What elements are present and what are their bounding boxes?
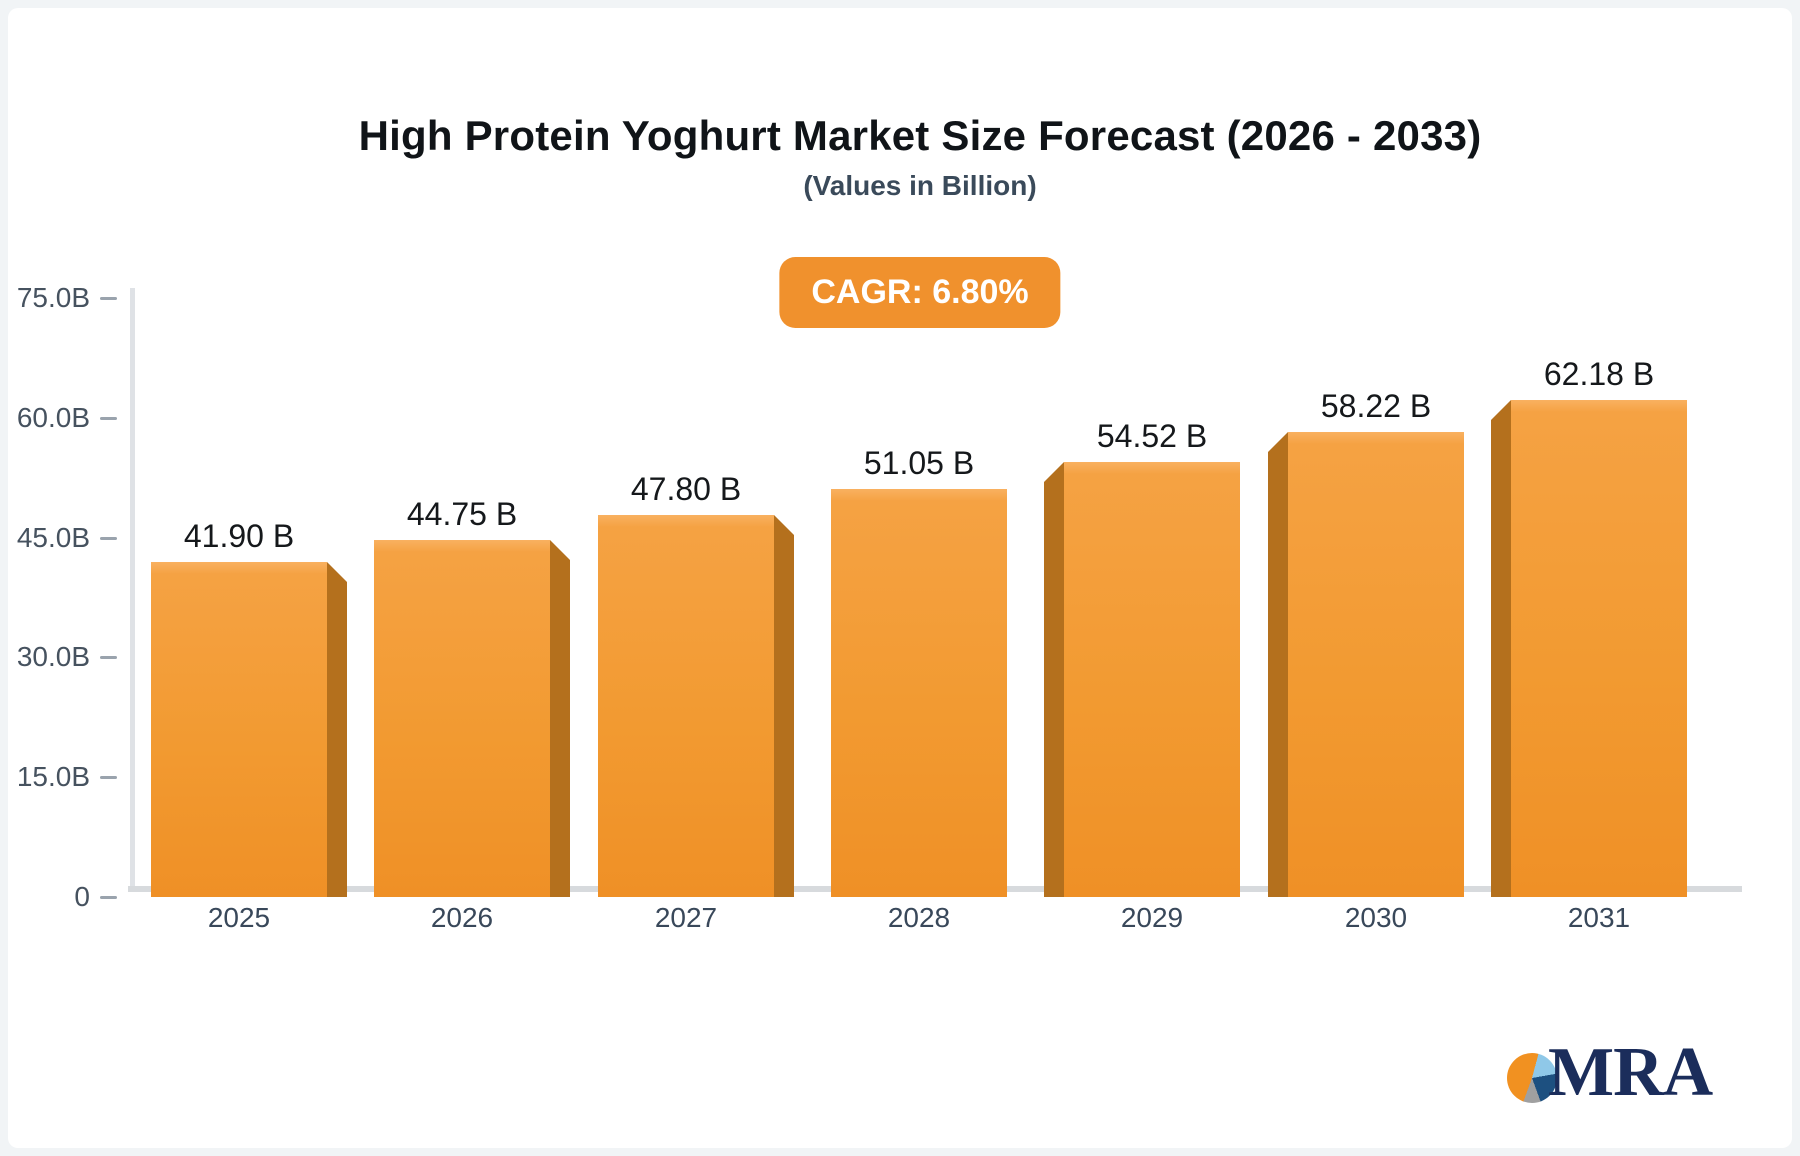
bar-value-label-2028: 51.05 B xyxy=(863,445,975,481)
y-tick-mark xyxy=(100,656,117,660)
x-tick-label-2028: 2028 xyxy=(887,902,951,933)
bar-value-label-2026: 44.75 B xyxy=(406,496,518,532)
y-tick-label: 75.0B xyxy=(16,281,90,313)
y-tick-label: 0 xyxy=(74,881,90,912)
bar-2031 xyxy=(1511,400,1687,897)
chart-card: High Protein Yoghurt Market Size Forecas… xyxy=(8,8,1792,1148)
y-tick-mark xyxy=(100,296,117,300)
y-tick-mark xyxy=(100,416,117,420)
pie-chart-logo-icon xyxy=(1507,1053,1557,1103)
bar-2026 xyxy=(374,540,550,897)
bar-side-2029 xyxy=(1044,462,1064,897)
bar-side-2027 xyxy=(774,515,794,897)
y-tick-label: 15.0B xyxy=(16,761,90,793)
bar-2025 xyxy=(151,562,327,897)
bar-side-2026 xyxy=(550,540,570,897)
y-tick-label: 30.0B xyxy=(16,641,90,673)
x-tick-label-2029: 2029 xyxy=(1120,902,1184,933)
bar-side-2025 xyxy=(327,562,347,897)
bar-side-2030 xyxy=(1268,432,1288,897)
y-tick-label: 60.0B xyxy=(16,401,90,433)
bar-value-label-2031: 62.18 B xyxy=(1543,356,1655,392)
bar-value-label-2025: 41.90 B xyxy=(183,518,295,554)
bar-2029 xyxy=(1064,462,1240,897)
bar-side-2031 xyxy=(1491,400,1511,897)
plot-area: 0 15.0B 30.0B 45.0B 60.0B 75.0B 41.90 B 44.75 … xyxy=(8,8,1792,1148)
bar-value-label-2030: 58.22 B xyxy=(1320,388,1432,424)
y-tick-mark xyxy=(100,896,117,899)
x-tick-label-2026: 2026 xyxy=(430,902,494,933)
bar-2028 xyxy=(831,489,1007,897)
bar-2027 xyxy=(598,515,774,897)
bar-value-label-2029: 54.52 B xyxy=(1096,418,1208,454)
chart-canvas: High Protein Yoghurt Market Size Forecas… xyxy=(8,8,1792,1148)
x-tick-label-2025: 2025 xyxy=(207,902,271,933)
y-tick-label: 45.0B xyxy=(16,521,90,553)
chart-title: High Protein Yoghurt Market Size Forecas… xyxy=(358,112,1482,159)
y-axis-line xyxy=(130,288,135,889)
y-tick-mark xyxy=(100,536,117,540)
mra-logo: MRA xyxy=(1507,1030,1737,1110)
bar-value-label-2027: 47.80 B xyxy=(630,471,742,507)
logo-text: MRA xyxy=(1548,1034,1713,1111)
x-tick-label-2031: 2031 xyxy=(1567,902,1631,933)
bar-2030 xyxy=(1288,432,1464,897)
x-tick-label-2030: 2030 xyxy=(1344,902,1408,933)
y-tick-mark xyxy=(100,776,117,780)
cagr-badge: CAGR: 6.80% xyxy=(779,257,1061,328)
x-tick-label-2027: 2027 xyxy=(654,902,718,933)
chart-subtitle: (Values in Billion) xyxy=(803,170,1037,201)
